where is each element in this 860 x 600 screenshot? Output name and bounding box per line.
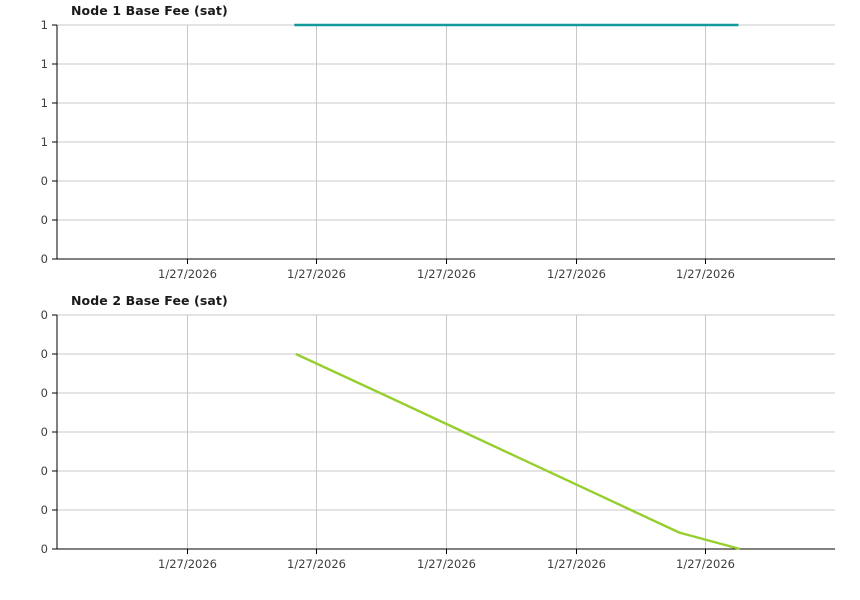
- x-axis-tick-label: 1/27/2026: [676, 557, 735, 571]
- x-axis-tick-label: 1/27/2026: [547, 557, 606, 571]
- y-axis-tick-label: 0: [41, 308, 48, 322]
- chart-panel-node-2: Node 2 Base Fee (sat) 0 0 0 0 0 0 0 1/27/2026 1/…: [0, 290, 860, 580]
- chart-panel-node-1: Node 1 Base Fee (sat) 1 1 1 1 0 0 0 1/27/2026 1/…: [0, 0, 860, 290]
- y-axis-tick-label: 0: [41, 542, 48, 556]
- x-axis-tick-label: 1/27/2026: [676, 267, 735, 281]
- y-axis-tick-label: 1: [41, 96, 48, 110]
- y-axis-tick-label: 0: [41, 213, 48, 227]
- data-series-line: [295, 352, 741, 551]
- x-axis-tick-label: 1/27/2026: [158, 267, 217, 281]
- y-axis-tick-label: 0: [41, 464, 48, 478]
- x-axis-tick-label: 1/27/2026: [417, 267, 476, 281]
- x-axis-tick-label: 1/27/2026: [547, 267, 606, 281]
- y-axis-tick-label: 1: [41, 135, 48, 149]
- x-axis-tick-label: 1/27/2026: [287, 267, 346, 281]
- y-axis-tick-label: 0: [41, 347, 48, 361]
- y-axis-tick-label: 0: [41, 174, 48, 188]
- y-axis-tick-label: 1: [41, 18, 48, 32]
- chart-title-node-1: Node 1 Base Fee (sat): [71, 3, 228, 18]
- x-axis-tick-label: 1/27/2026: [287, 557, 346, 571]
- y-axis-tick-label: 0: [41, 386, 48, 400]
- x-axis-tick-label: 1/27/2026: [158, 557, 217, 571]
- y-axis-tick-label: 1: [41, 57, 48, 71]
- y-axis-tick-label: 0: [41, 503, 48, 517]
- y-axis-tick-label: 0: [41, 425, 48, 439]
- x-axis-tick-label: 1/27/2026: [417, 557, 476, 571]
- chart-plot-node-1: 1 1 1 1 0 0 0 1/27/2026 1/27/2026 1/27/2026 1/27/2…: [41, 18, 835, 281]
- y-axis-tick-label: 0: [41, 252, 48, 266]
- chart-plot-node-2: 0 0 0 0 0 0 0 1/27/2026 1/27/2026 1/27/2026 1/27/2…: [41, 308, 835, 571]
- chart-title-node-2: Node 2 Base Fee (sat): [71, 293, 228, 308]
